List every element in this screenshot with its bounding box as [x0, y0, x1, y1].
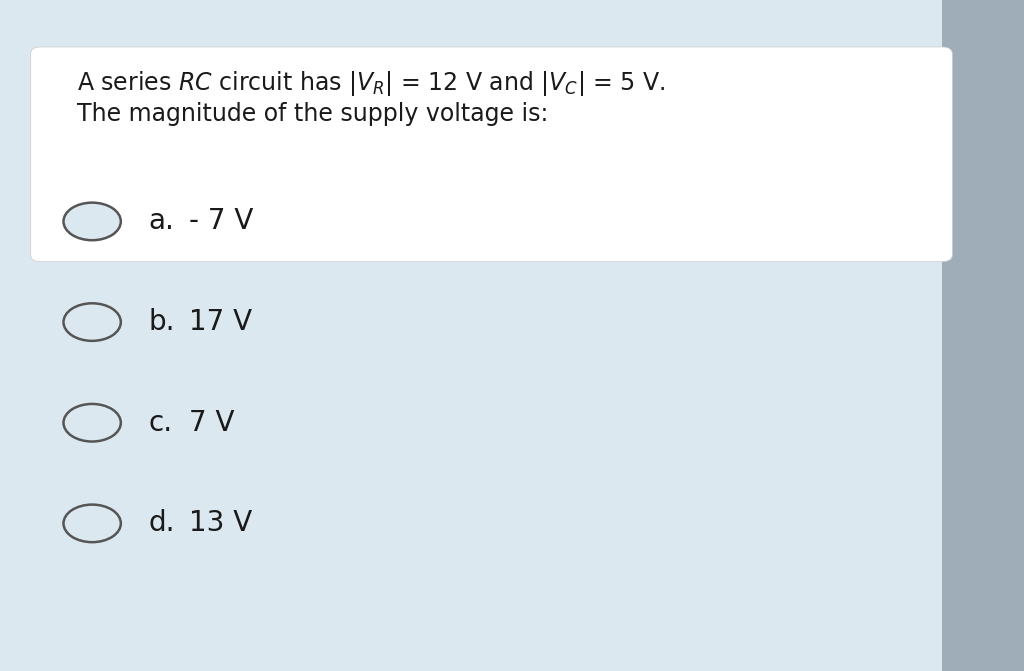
Text: - 7 V: - 7 V [189, 207, 254, 236]
FancyBboxPatch shape [942, 0, 1024, 671]
Text: d.: d. [148, 509, 175, 537]
Text: a.: a. [148, 207, 174, 236]
Text: b.: b. [148, 308, 175, 336]
Circle shape [63, 404, 121, 442]
Text: The magnitude of the supply voltage is:: The magnitude of the supply voltage is: [77, 102, 548, 126]
Text: c.: c. [148, 409, 173, 437]
Text: 7 V: 7 V [189, 409, 234, 437]
Circle shape [63, 505, 121, 542]
Text: 17 V: 17 V [189, 308, 253, 336]
Text: 13 V: 13 V [189, 509, 253, 537]
FancyBboxPatch shape [31, 47, 952, 262]
Circle shape [63, 303, 121, 341]
Circle shape [63, 203, 121, 240]
Text: A series $\it{RC}$ circuit has $|V_R|$ = 12 V and $|V_C|$ = 5 V.: A series $\it{RC}$ circuit has $|V_R|$ =… [77, 69, 666, 99]
